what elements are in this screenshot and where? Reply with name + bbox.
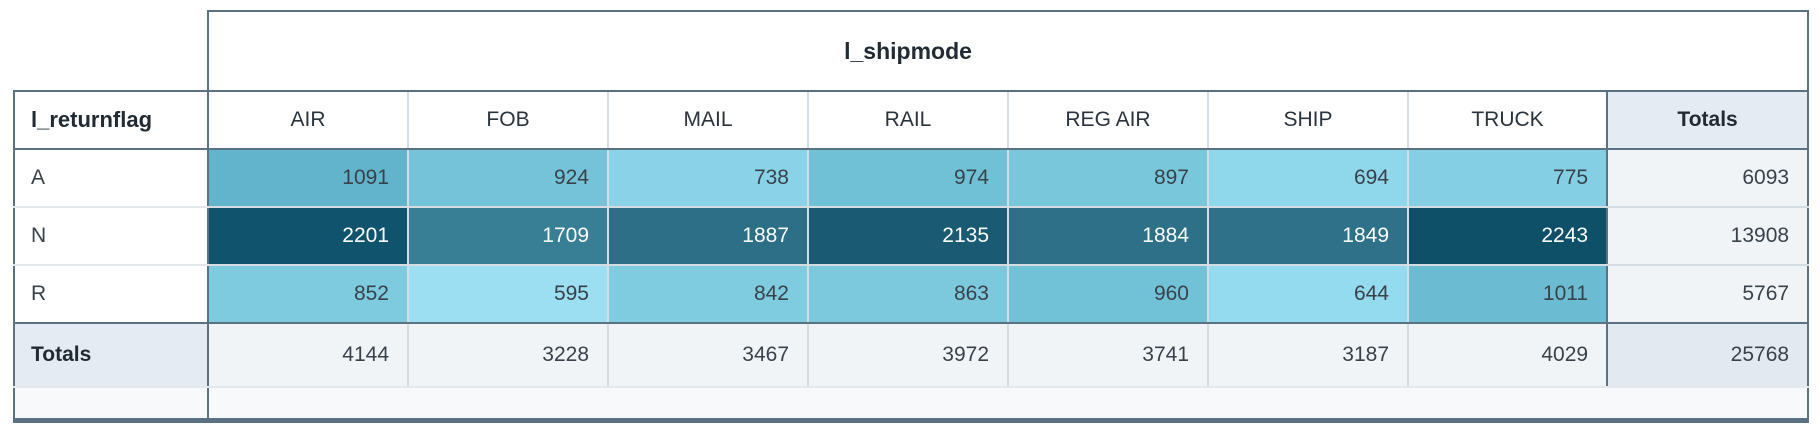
column-total-cell-air: 4144 [207, 323, 408, 388]
column-header-row: l_returnflag AIR FOB MAIL RAIL REG AIR SHIP TR… [13, 90, 1810, 150]
row-label-n: N [13, 207, 209, 266]
heatmap-cell-n-air: 2201 [207, 207, 408, 266]
heatmap-cell-r-rail: 863 [807, 265, 1008, 324]
column-header-fob: FOB [407, 91, 608, 150]
heatmap-cell-r-mail: 842 [607, 265, 808, 324]
heatmap-cell-a-air: 1091 [207, 149, 408, 208]
heatmap-cell-n-rail: 2135 [807, 207, 1008, 266]
corner-spacer [14, 11, 208, 92]
heatmap-cell-a-fob: 924 [407, 149, 608, 208]
heatmap-cell-n-ship: 1849 [1207, 207, 1408, 266]
footer-strip-cell [208, 387, 1810, 423]
row-group-header: l_returnflag [13, 90, 209, 150]
row-label-r: R [13, 265, 209, 324]
column-header-reg-air: REG AIR [1007, 91, 1208, 150]
col-group-row: l_shipmode [14, 10, 1810, 92]
row-total-cell-n: 13908 [1606, 207, 1810, 266]
heatmap-cell-r-air: 852 [207, 265, 408, 324]
heatmap-cell-n-truck: 2243 [1406, 207, 1608, 266]
column-header-air: AIR [207, 91, 408, 150]
heatmap-cell-n-fob: 1709 [407, 207, 608, 266]
row-total-cell-r: 5767 [1606, 265, 1810, 324]
column-header-mail: MAIL [607, 91, 808, 150]
column-total-cell-reg-air: 3741 [1007, 323, 1208, 388]
footer-strip-row [13, 387, 1810, 423]
heatmap-cell-a-mail: 738 [607, 149, 808, 208]
column-header-truck: TRUCK [1406, 91, 1608, 150]
column-header-ship: SHIP [1207, 91, 1408, 150]
heatmap-cell-a-ship: 694 [1207, 149, 1408, 208]
table-row-r: R 852 595 842 863 960 644 1011 5767 [13, 265, 1810, 324]
heatmap-cell-a-truck: 775 [1406, 149, 1608, 208]
totals-column-header: Totals [1606, 91, 1810, 150]
grand-total-cell: 25768 [1606, 323, 1810, 388]
column-total-cell-truck: 4029 [1406, 323, 1608, 388]
heatmap-cell-r-ship: 644 [1207, 265, 1408, 324]
heatmap-cell-n-reg-air: 1884 [1007, 207, 1208, 266]
column-total-cell-mail: 3467 [607, 323, 808, 388]
totals-row-label: Totals [13, 323, 209, 388]
col-group-header-extension [1607, 10, 1810, 92]
heatmap-cell-r-fob: 595 [407, 265, 608, 324]
column-total-cell-fob: 3228 [407, 323, 608, 388]
column-total-cell-ship: 3187 [1207, 323, 1408, 388]
heatmap-cell-r-reg-air: 960 [1007, 265, 1208, 324]
heatmap-cell-n-mail: 1887 [607, 207, 808, 266]
heatmap-cell-a-rail: 974 [807, 149, 1008, 208]
table-row-n: N 2201 1709 1887 2135 1884 1849 2243 13908 [13, 207, 1810, 266]
row-label-a: A [13, 149, 209, 208]
heatmap-cell-a-reg-air: 897 [1007, 149, 1208, 208]
heatmap-cell-r-truck: 1011 [1406, 265, 1608, 324]
pivot-table: l_shipmode l_returnflag AIR FOB MAIL RAIL RE… [13, 10, 1810, 423]
totals-row: Totals 4144 3228 3467 3972 3741 3187 4029 25768 [13, 323, 1810, 388]
table-row-a: A 1091 924 738 974 897 694 775 6093 [13, 149, 1810, 208]
column-total-cell-rail: 3972 [807, 323, 1008, 388]
footer-strip-label-cell [13, 387, 209, 423]
row-total-cell-a: 6093 [1606, 149, 1810, 208]
column-header-rail: RAIL [807, 91, 1008, 150]
col-group-header: l_shipmode [206, 10, 1608, 92]
